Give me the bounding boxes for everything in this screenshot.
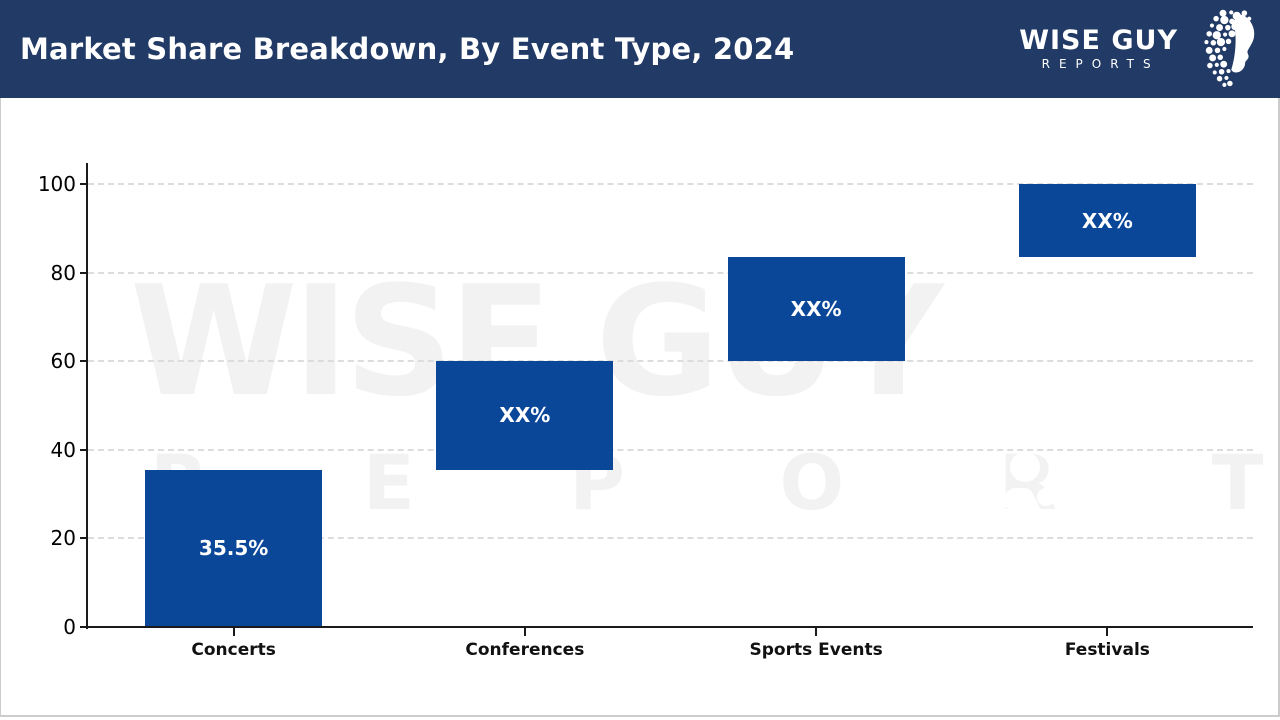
bar-conferences: XX% — [436, 361, 614, 470]
y-tick-mark-40 — [80, 448, 88, 451]
header-bar: Market Share Breakdown, By Event Type, 2… — [0, 0, 1280, 98]
bar-value-label: XX% — [1081, 208, 1133, 233]
bar-concerts: 35.5% — [145, 469, 323, 627]
gridline-100 — [88, 183, 1253, 185]
logo-face-icon — [1204, 9, 1255, 87]
x-tick-label-concerts: Concerts — [191, 640, 276, 660]
logo-sub-text: REPORTS — [1041, 57, 1160, 72]
y-tick-mark-60 — [80, 360, 88, 363]
x-tick-mark-3 — [1106, 628, 1109, 636]
y-tick-mark-20 — [80, 537, 88, 540]
y-tick-label-20: 20 — [50, 526, 76, 551]
plot-area: 0 20 40 60 80 100 35.5% Concerts XX% Conferences X… — [0, 98, 1280, 720]
x-tick-label-sports-events: Sports Events — [749, 640, 883, 660]
y-tick-mark-80 — [80, 271, 88, 274]
bar-value-label: 35.5% — [198, 536, 269, 561]
x-axis — [86, 626, 1253, 628]
page-title: Market Share Breakdown, By Event Type, 2… — [20, 32, 795, 66]
x-tick-mark-2 — [815, 628, 818, 636]
gridline-60 — [88, 360, 1253, 363]
bar-value-label: XX% — [499, 403, 551, 428]
y-tick-label-60: 60 — [50, 349, 76, 374]
bar-festivals: XX% — [1018, 184, 1196, 258]
y-tick-label-100: 100 — [37, 172, 76, 196]
bar-sports-events: XX% — [727, 257, 905, 362]
x-tick-label-conferences: Conferences — [465, 640, 585, 660]
chart-canvas: WISE GUY R E P O R T S 02040608010035.5%… — [0, 98, 1280, 720]
brand-logo: WISE GUY REPORTS — [1019, 9, 1266, 89]
gridline-20 — [88, 537, 1253, 540]
y-tick-label-40: 40 — [50, 437, 76, 462]
logo-text: WISE GUY REPORTS — [1019, 24, 1178, 72]
gridline-80 — [88, 271, 1253, 274]
x-tick-mark-0 — [232, 628, 235, 636]
y-axis — [86, 163, 88, 629]
y-tick-label-80: 80 — [50, 260, 76, 285]
gridline-40 — [88, 448, 1253, 451]
bar-value-label: XX% — [790, 297, 842, 322]
y-tick-mark-100 — [80, 183, 88, 185]
logo-brand-text: WISE GUY — [1019, 24, 1178, 56]
y-tick-label-0: 0 — [63, 615, 76, 639]
y-tick-mark-0 — [80, 626, 88, 628]
x-tick-label-festivals: Festivals — [1064, 640, 1150, 660]
x-tick-mark-1 — [523, 628, 526, 636]
